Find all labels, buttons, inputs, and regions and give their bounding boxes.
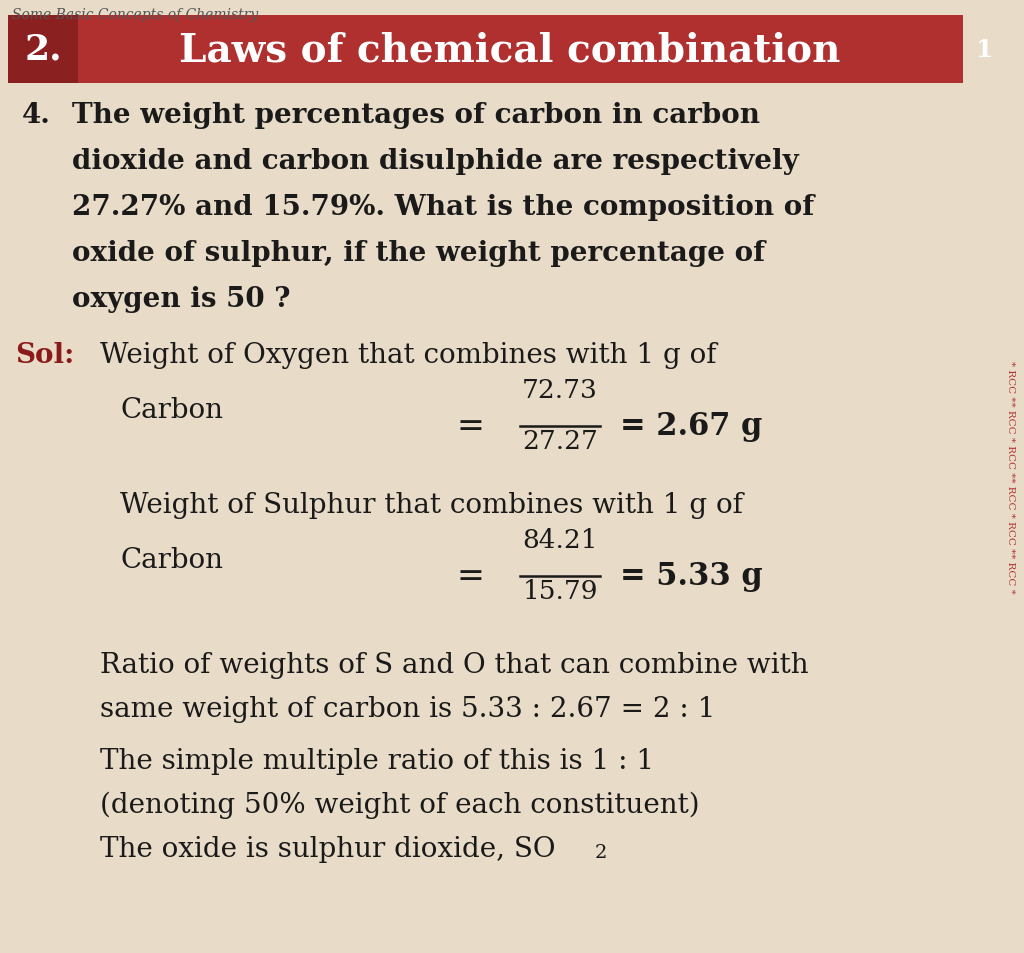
Text: 27.27: 27.27 (522, 429, 598, 454)
Text: Some Basic Concepts of Chemistry: Some Basic Concepts of Chemistry (12, 8, 258, 22)
Text: Ratio of weights of S and O that can combine with: Ratio of weights of S and O that can com… (100, 651, 809, 679)
Text: oxygen is 50 ?: oxygen is 50 ? (72, 286, 291, 313)
Text: =: = (456, 560, 484, 593)
Text: * RCC ** RCC * RCC ** RCC * RCC ** RCC *: * RCC ** RCC * RCC ** RCC * RCC ** RCC * (1006, 360, 1015, 593)
Text: oxide of sulphur, if the weight percentage of: oxide of sulphur, if the weight percenta… (72, 240, 765, 267)
Text: 2: 2 (595, 843, 607, 862)
Text: = 2.67 g: = 2.67 g (620, 411, 763, 442)
Text: Carbon: Carbon (120, 546, 223, 574)
Text: = 5.33 g: = 5.33 g (620, 561, 763, 592)
Text: 2.: 2. (25, 33, 61, 67)
Bar (8, 16, 963, 84)
Text: 84.21: 84.21 (522, 527, 598, 553)
Bar (8, 16, 78, 84)
Text: The weight percentages of carbon in carbon: The weight percentages of carbon in carb… (72, 102, 760, 129)
Text: =: = (456, 411, 484, 442)
Text: same weight of carbon is 5.33 : 2.67 = 2 : 1: same weight of carbon is 5.33 : 2.67 = 2… (100, 696, 716, 722)
Text: Carbon: Carbon (120, 396, 223, 423)
Text: dioxide and carbon disulphide are respectively: dioxide and carbon disulphide are respec… (72, 148, 799, 174)
Text: (denoting 50% weight of each constituent): (denoting 50% weight of each constituent… (100, 791, 699, 819)
Text: 72.73: 72.73 (522, 377, 598, 402)
Text: 4.: 4. (22, 102, 51, 129)
Text: Sol:: Sol: (15, 341, 75, 369)
Text: 27.27% and 15.79%. What is the composition of: 27.27% and 15.79%. What is the compositi… (72, 193, 814, 221)
Text: The oxide is sulphur dioxide, SO: The oxide is sulphur dioxide, SO (100, 835, 555, 862)
Text: Laws of chemical combination: Laws of chemical combination (179, 30, 841, 69)
Text: Weight of Sulphur that combines with 1 g of: Weight of Sulphur that combines with 1 g… (120, 492, 743, 518)
Text: The simple multiple ratio of this is 1 : 1: The simple multiple ratio of this is 1 :… (100, 747, 654, 774)
Text: 1: 1 (976, 38, 993, 62)
Text: 15.79: 15.79 (522, 578, 598, 603)
Text: Weight of Oxygen that combines with 1 g of: Weight of Oxygen that combines with 1 g … (100, 341, 717, 369)
